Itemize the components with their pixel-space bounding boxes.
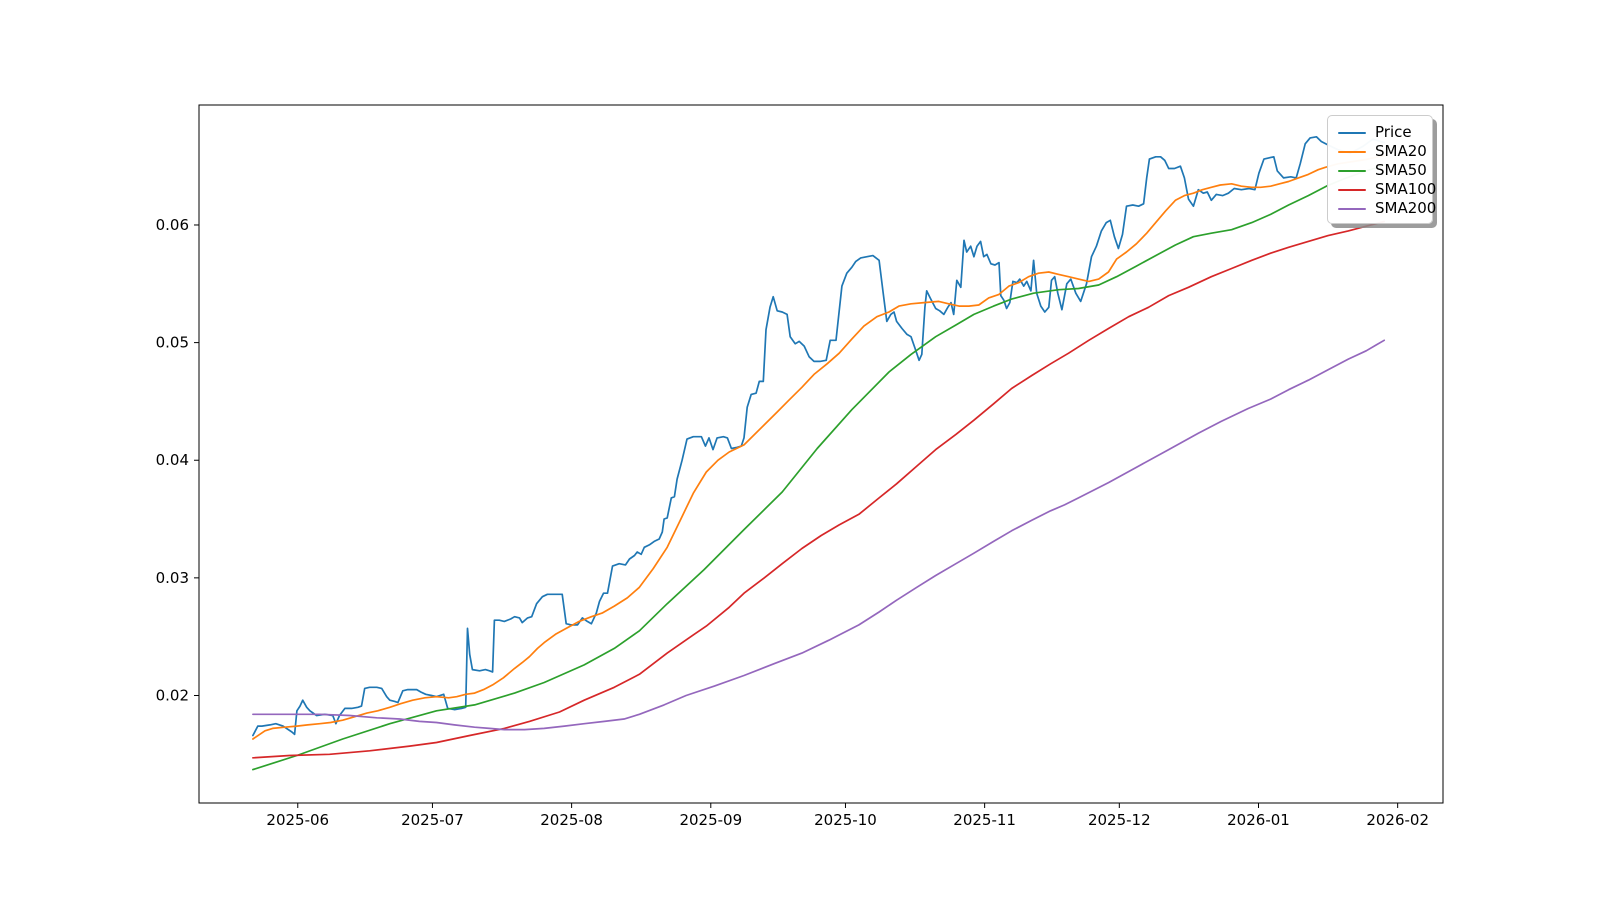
legend-line-swatch xyxy=(1338,131,1366,134)
x-tick-label: 2025-12 xyxy=(1088,811,1151,829)
legend-entry-sma200: SMA200 xyxy=(1338,199,1436,218)
series-line-sma100 xyxy=(252,220,1386,759)
legend-label: Price xyxy=(1375,123,1412,141)
y-tick-label: 0.03 xyxy=(156,569,189,587)
legend: Price SMA20 SMA50 SMA100 SMA200 xyxy=(1327,115,1436,224)
y-tick-label: 0.04 xyxy=(156,451,189,469)
series-lines xyxy=(252,135,1386,771)
plot-spines xyxy=(198,104,1444,804)
legend-entry-sma50: SMA50 xyxy=(1338,161,1427,180)
legend-label: SMA20 xyxy=(1375,142,1427,160)
x-tick-label: 2025-06 xyxy=(266,811,329,829)
series-line-price xyxy=(252,135,1386,737)
x-tick-label: 2025-11 xyxy=(953,811,1016,829)
legend-entry-sma100: SMA100 xyxy=(1338,180,1436,199)
legend-entry-sma20: SMA20 xyxy=(1338,142,1427,161)
legend-line-swatch xyxy=(1338,150,1366,153)
legend-label: SMA100 xyxy=(1375,180,1437,198)
x-tick-label: 2025-07 xyxy=(401,811,464,829)
y-tick-label: 0.06 xyxy=(156,216,189,234)
series-line-sma50 xyxy=(252,164,1386,771)
legend-label: SMA50 xyxy=(1375,161,1427,179)
legend-line-swatch xyxy=(1338,188,1366,191)
series-line-sma200 xyxy=(252,339,1386,731)
legend-entry-price: Price xyxy=(1338,123,1422,142)
x-tick-label: 2026-01 xyxy=(1227,811,1290,829)
legend-line-swatch xyxy=(1338,207,1366,210)
axes: 2025-06 2025-07 2025-08 2025-09 2025-10 2025-… xyxy=(156,216,1429,829)
legend-line-swatch xyxy=(1338,169,1366,172)
legend-label: SMA200 xyxy=(1375,199,1437,217)
series-line-sma20 xyxy=(252,154,1386,740)
x-tick-label: 2026-02 xyxy=(1366,811,1429,829)
plot-border xyxy=(198,104,1444,804)
x-tick-label: 2025-10 xyxy=(814,811,877,829)
x-tick-label: 2025-08 xyxy=(540,811,603,829)
y-tick-label: 0.05 xyxy=(156,334,189,352)
x-tick-label: 2025-09 xyxy=(679,811,742,829)
y-tick-label: 0.02 xyxy=(156,686,189,704)
